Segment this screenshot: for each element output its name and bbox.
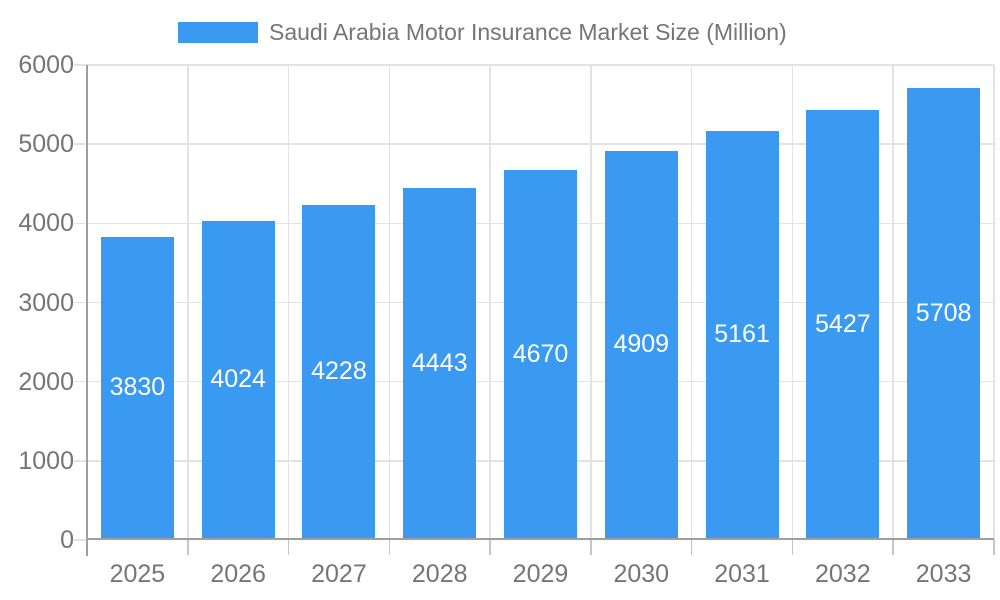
y-axis-tick-mark [74,380,87,383]
x-axis-tick-mark [791,540,794,555]
bar-2026[interactable]: 4024 [201,221,275,538]
chart-legend[interactable]: Saudi Arabia Motor Insurance Market Size… [178,19,787,45]
bar-value-label: 4443 [411,348,468,377]
bar-value-label: 4024 [210,365,266,394]
y-axis-tick-label: 2000 [18,367,74,396]
bar-2029[interactable]: 4670 [504,170,577,538]
x-axis-tick-mark [892,540,894,555]
plot-area: 3830 4024 4228 4443 4670 4909 5161 5427 5708 [87,64,995,540]
bar-2031[interactable]: 5161 [705,131,779,538]
bar-2027[interactable]: 4228 [302,205,376,538]
v-gridline [489,65,491,540]
x-axis-tick-label: 2031 [714,560,770,588]
v-gridline [590,65,592,540]
bar-value-label: 5161 [714,320,770,349]
legend-swatch-icon [178,22,258,43]
x-axis-tick-mark [590,540,592,555]
y-axis-tick-mark [74,539,87,541]
bar-2030[interactable]: 4909 [604,151,678,538]
x-axis-line [87,538,994,540]
y-axis-tick-mark [74,301,87,304]
bar-2028[interactable]: 4443 [403,188,477,538]
bar-value-label: 4228 [311,357,367,386]
x-axis-tick-label: 2032 [815,560,871,588]
v-gridline [388,65,391,540]
v-gridline [690,65,693,540]
legend-label: Saudi Arabia Motor Insurance Market Size… [269,19,787,45]
y-axis-line [86,65,88,556]
y-axis-tick-label: 0 [60,526,74,554]
v-gridline [287,65,290,540]
x-axis-tick-mark [690,540,693,555]
y-axis-tick-mark [74,64,87,66]
x-axis-tick-label: 2033 [915,560,972,588]
v-gridline [892,65,894,540]
y-axis-tick-mark [74,460,87,462]
v-gridline [187,65,189,540]
bar-value-label: 5708 [915,298,972,327]
h-gridline [87,143,994,145]
bar-value-label: 3830 [109,372,166,401]
y-axis-tick-label: 5000 [18,130,74,159]
y-axis-tick-label: 3000 [18,288,74,317]
y-axis-tick-mark [74,143,87,145]
v-gridline [791,65,794,540]
x-axis-tick-label: 2026 [210,560,266,588]
y-axis-tick-label: 6000 [18,51,74,79]
x-axis-tick-mark [489,540,491,555]
bar-value-label: 5427 [815,309,871,338]
bar-value-label: 4670 [512,339,569,368]
x-axis-tick-label: 2027 [311,560,367,588]
x-axis-tick-mark [187,540,189,555]
x-axis-tick-label: 2028 [411,560,468,588]
x-axis-tick-mark [993,540,995,555]
bar-value-label: 4909 [613,330,670,359]
x-axis-tick-label: 2029 [512,560,569,588]
v-gridline [993,65,995,540]
h-gridline [87,64,994,66]
x-axis-tick-mark [388,540,391,555]
x-axis-tick-label: 2025 [109,560,166,588]
bar-2025[interactable]: 3830 [100,236,174,538]
y-axis-tick-label: 1000 [18,446,74,475]
y-axis-tick-mark [74,222,87,225]
bar-2032[interactable]: 5427 [806,110,880,538]
x-axis-tick-label: 2030 [613,560,670,588]
x-axis-tick-mark [287,540,290,555]
bar-2033[interactable]: 5708 [907,88,981,538]
y-axis-tick-label: 4000 [18,209,74,238]
